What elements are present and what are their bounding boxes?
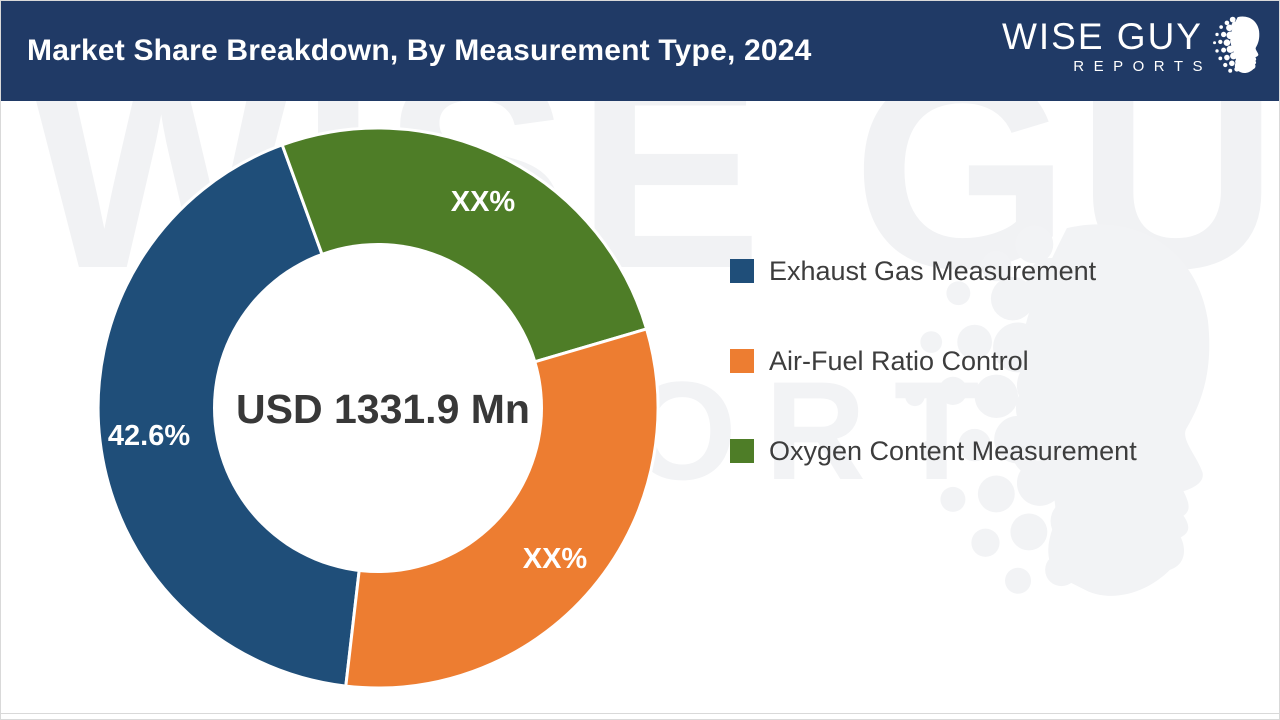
- brand-logo: WISE GUY REPORTS: [1002, 13, 1265, 79]
- donut-chart: 42.6% XX% XX% USD 1331.9 Mn: [96, 126, 660, 690]
- legend-label: Air-Fuel Ratio Control: [769, 345, 1029, 376]
- legend-label: Exhaust Gas Measurement: [769, 255, 1097, 286]
- legend-label: Oxygen Content Measurement: [769, 435, 1137, 466]
- legend-swatch-air-fuel: [730, 349, 754, 373]
- chart-legend: Exhaust Gas Measurement Air-Fuel Ratio C…: [730, 251, 1137, 471]
- legend-swatch-exhaust-gas: [730, 259, 754, 283]
- logo-face-icon: [1207, 13, 1265, 79]
- bottom-divider: [1, 713, 1279, 714]
- legend-item-air-fuel-ratio-control: Air-Fuel Ratio Control: [730, 341, 1137, 381]
- donut-center-value: USD 1331.9 Mn: [236, 386, 530, 432]
- donut-hole: [213, 243, 543, 573]
- page-title: Market Share Breakdown, By Measurement T…: [27, 34, 812, 67]
- logo-tagline: REPORTS: [1073, 58, 1212, 75]
- logo-wordmark: WISE GUY: [1001, 16, 1203, 57]
- legend-item-oxygen-content-measurement: Oxygen Content Measurement: [730, 431, 1137, 471]
- legend-swatch-oxygen-content: [730, 439, 754, 463]
- segment-value-label-oxygen-content: XX%: [451, 186, 516, 218]
- logo-text: WISE GUY REPORTS: [1002, 18, 1203, 74]
- header: Market Share Breakdown, By Measurement T…: [1, 1, 1279, 101]
- segment-value-label-exhaust-gas: 42.6%: [108, 420, 190, 452]
- legend-item-exhaust-gas-measurement: Exhaust Gas Measurement: [730, 251, 1137, 291]
- segment-value-label-air-fuel: XX%: [523, 543, 588, 575]
